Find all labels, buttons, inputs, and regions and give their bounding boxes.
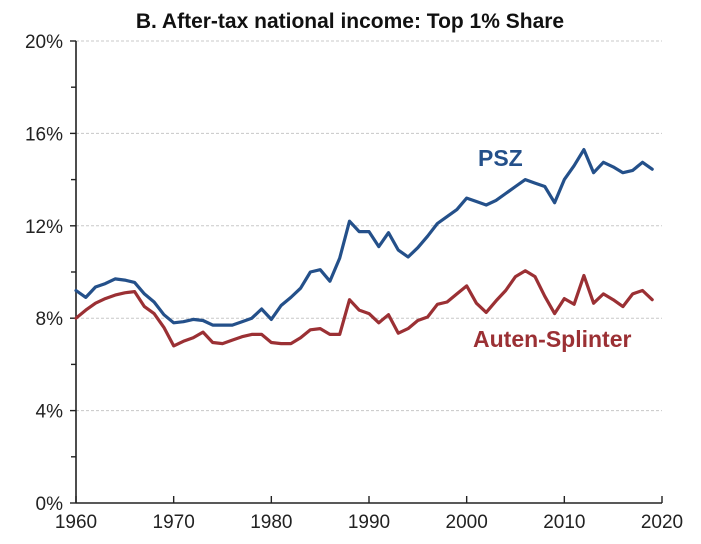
gridlines <box>76 40 662 412</box>
x-tick-label: 2000 <box>446 512 488 533</box>
series-label-auten-splinter: Auten-Splinter <box>473 326 631 352</box>
x-tick-label: 1970 <box>153 512 195 533</box>
y-axis-ticks: 0% 4% 8% 12% 16% 20% <box>25 32 76 515</box>
series-line-auten-splinter <box>74 269 654 348</box>
y-tick-label: 0% <box>36 494 64 515</box>
y-tick-label: 20% <box>25 32 63 53</box>
series-line-psz <box>74 148 654 327</box>
x-tick-label: 2010 <box>543 512 585 533</box>
y-tick-label: 16% <box>25 124 63 145</box>
chart-title: B. After-tax national income: Top 1% Sha… <box>136 10 564 33</box>
x-tick-label: 1980 <box>250 512 292 533</box>
x-tick-label: 1960 <box>55 512 97 533</box>
x-tick-label: 2020 <box>641 512 683 533</box>
x-tick-label: 1990 <box>348 512 390 533</box>
y-tick-label: 8% <box>36 309 64 330</box>
axes <box>75 41 662 504</box>
y-tick-label: 4% <box>36 402 64 423</box>
y-tick-label: 12% <box>25 217 63 238</box>
x-axis-ticks: 1960 1970 1980 1990 2000 2010 2020 <box>55 496 683 533</box>
series-label-psz: PSZ <box>478 145 523 171</box>
series-lines <box>74 148 654 348</box>
